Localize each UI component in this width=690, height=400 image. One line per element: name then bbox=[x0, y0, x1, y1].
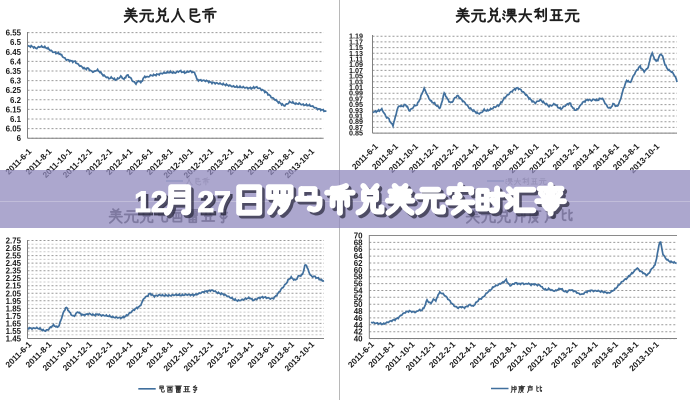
svg-text:1.17: 1.17 bbox=[349, 37, 363, 46]
svg-text:12: 12 bbox=[134, 186, 167, 219]
svg-text:2.55: 2.55 bbox=[6, 252, 22, 261]
svg-text:42: 42 bbox=[354, 328, 363, 337]
svg-text:60: 60 bbox=[354, 266, 363, 275]
svg-text:1.15: 1.15 bbox=[349, 43, 363, 52]
svg-text:2.45: 2.45 bbox=[6, 259, 22, 268]
svg-text:2.25: 2.25 bbox=[6, 274, 22, 283]
svg-text:1.19: 1.19 bbox=[349, 32, 363, 41]
svg-text:64: 64 bbox=[354, 252, 363, 261]
svg-text:6.35: 6.35 bbox=[6, 67, 22, 76]
svg-text:40: 40 bbox=[354, 335, 363, 344]
svg-text:56: 56 bbox=[354, 280, 363, 289]
svg-text:1.09: 1.09 bbox=[349, 60, 363, 69]
svg-text:6: 6 bbox=[17, 134, 22, 143]
svg-text:1.03: 1.03 bbox=[349, 77, 363, 86]
svg-text:1.11: 1.11 bbox=[349, 55, 363, 64]
svg-text:54: 54 bbox=[354, 287, 363, 296]
svg-text:1.55: 1.55 bbox=[6, 327, 22, 336]
svg-text:2.75: 2.75 bbox=[6, 237, 22, 246]
svg-text:1.05: 1.05 bbox=[349, 72, 363, 81]
svg-text:70: 70 bbox=[354, 232, 363, 241]
svg-text:0.89: 0.89 bbox=[349, 117, 363, 126]
svg-text:6.15: 6.15 bbox=[6, 105, 22, 114]
svg-text:68: 68 bbox=[354, 238, 363, 247]
svg-text:50: 50 bbox=[354, 300, 363, 309]
svg-text:1.85: 1.85 bbox=[6, 304, 22, 313]
svg-text:52: 52 bbox=[354, 293, 363, 302]
svg-text:0.97: 0.97 bbox=[349, 94, 363, 103]
svg-text:6.4: 6.4 bbox=[10, 57, 22, 66]
svg-text:0.95: 0.95 bbox=[349, 100, 363, 109]
svg-text:6.5: 6.5 bbox=[10, 38, 22, 47]
svg-text:0.93: 0.93 bbox=[349, 106, 363, 115]
svg-text:6.55: 6.55 bbox=[6, 29, 22, 38]
svg-text:1.07: 1.07 bbox=[349, 66, 363, 75]
svg-text:6.45: 6.45 bbox=[6, 48, 22, 57]
svg-text:2.15: 2.15 bbox=[6, 282, 22, 291]
svg-text:12: 12 bbox=[137, 189, 170, 222]
svg-text:48: 48 bbox=[354, 307, 363, 316]
svg-text:0.99: 0.99 bbox=[349, 89, 363, 98]
svg-text:1.13: 1.13 bbox=[349, 49, 363, 58]
svg-text:0.87: 0.87 bbox=[349, 123, 363, 132]
svg-text:27: 27 bbox=[198, 186, 231, 219]
svg-text:6.1: 6.1 bbox=[10, 115, 22, 124]
svg-text:66: 66 bbox=[354, 245, 363, 254]
svg-text:6.2: 6.2 bbox=[10, 96, 22, 105]
svg-text:1.65: 1.65 bbox=[6, 319, 22, 328]
svg-text:1.75: 1.75 bbox=[6, 312, 22, 321]
svg-text:44: 44 bbox=[354, 321, 363, 330]
svg-text:1.95: 1.95 bbox=[6, 297, 22, 306]
svg-text:6.3: 6.3 bbox=[10, 77, 22, 86]
svg-text:0.91: 0.91 bbox=[349, 112, 363, 121]
svg-text:0.85: 0.85 bbox=[349, 129, 363, 138]
svg-text:58: 58 bbox=[354, 273, 363, 282]
svg-text:1.01: 1.01 bbox=[349, 83, 363, 92]
svg-text:2.05: 2.05 bbox=[6, 289, 22, 298]
svg-text:2.65: 2.65 bbox=[6, 244, 22, 253]
svg-text:1.45: 1.45 bbox=[6, 335, 22, 344]
svg-text:62: 62 bbox=[354, 259, 363, 268]
svg-text:2.35: 2.35 bbox=[6, 267, 22, 276]
svg-text:27: 27 bbox=[200, 189, 233, 222]
svg-text:6.25: 6.25 bbox=[6, 86, 22, 95]
svg-text:46: 46 bbox=[354, 314, 363, 323]
svg-text:6.05: 6.05 bbox=[6, 125, 22, 134]
